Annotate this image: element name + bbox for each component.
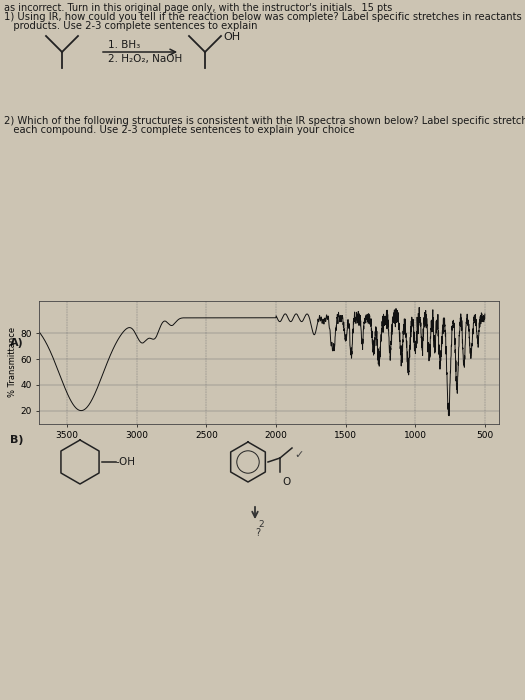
- Text: each compound. Use 2-3 complete sentences to explain your choice: each compound. Use 2-3 complete sentence…: [4, 125, 355, 135]
- Text: ✓: ✓: [425, 334, 434, 344]
- Text: O: O: [409, 376, 417, 386]
- Text: 2: 2: [258, 520, 264, 529]
- Text: 1) Using IR, how could you tell if the reaction below was complete? Label specif: 1) Using IR, how could you tell if the r…: [4, 12, 525, 22]
- Text: -OH: -OH: [116, 457, 136, 467]
- Y-axis label: % Transmittance: % Transmittance: [8, 327, 17, 398]
- Text: 2) Which of the following structures is consistent with the IR spectra shown bel: 2) Which of the following structures is …: [4, 116, 525, 126]
- Text: products. Use 2-3 complete sentences to explain: products. Use 2-3 complete sentences to …: [4, 21, 257, 31]
- Text: -OH: -OH: [119, 332, 139, 342]
- Text: B): B): [10, 435, 24, 445]
- Text: 2. H₂O₂, NaOH: 2. H₂O₂, NaOH: [108, 54, 182, 64]
- Text: 1. BH₃: 1. BH₃: [108, 40, 140, 50]
- Text: OH: OH: [223, 32, 240, 42]
- Text: ✓: ✓: [294, 450, 303, 460]
- Text: O: O: [282, 477, 290, 487]
- Text: O: O: [252, 382, 261, 392]
- Text: as incorrect. Turn in this original page only, with the instructor's initials.  : as incorrect. Turn in this original page…: [4, 3, 392, 13]
- Text: OH: OH: [401, 344, 417, 354]
- Text: ?: ?: [255, 528, 260, 538]
- Text: A): A): [10, 338, 24, 348]
